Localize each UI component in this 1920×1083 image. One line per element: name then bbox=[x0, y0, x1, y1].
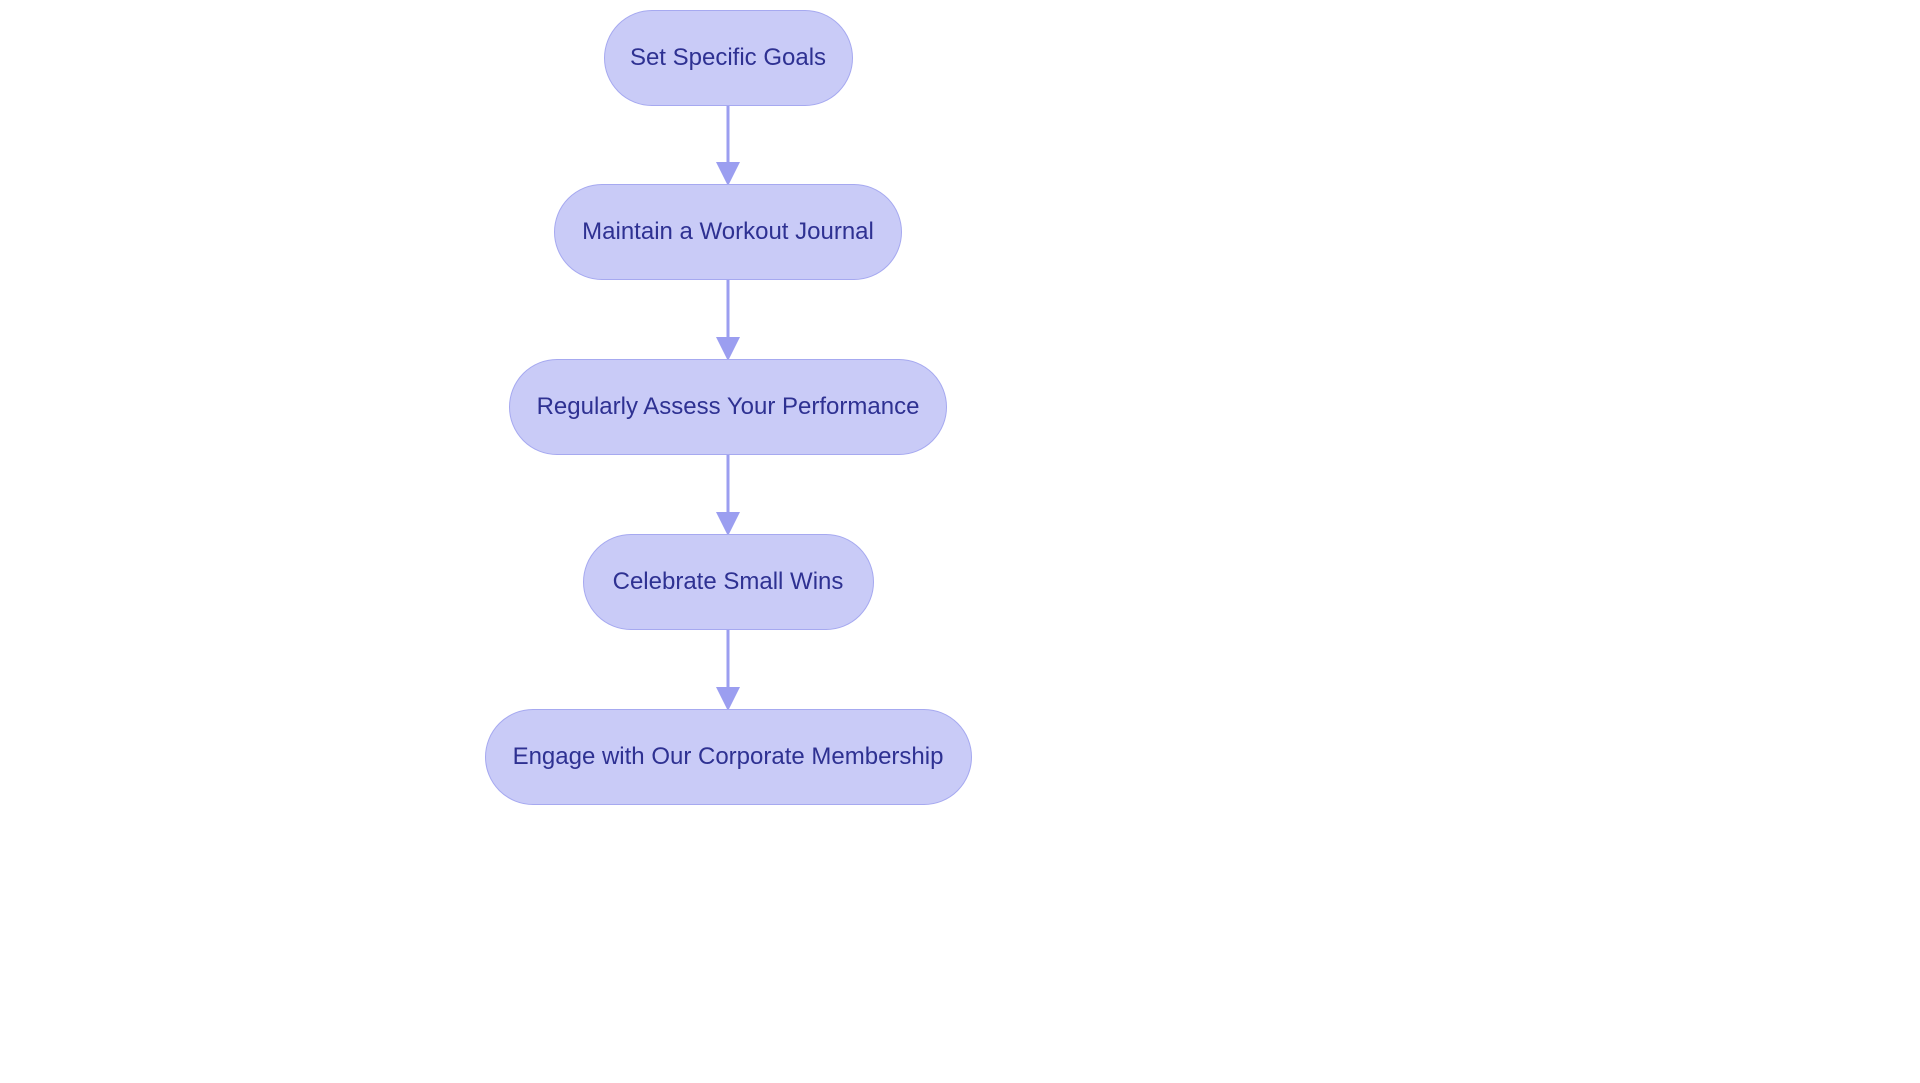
flowchart-node-n2: Maintain a Workout Journal bbox=[554, 184, 902, 280]
flowchart-arrows bbox=[0, 0, 1920, 1083]
flowchart-canvas: Set Specific Goals Maintain a Workout Jou… bbox=[0, 0, 1920, 1083]
flowchart-node-n1: Set Specific Goals bbox=[604, 10, 853, 106]
flowchart-node-label: Set Specific Goals bbox=[630, 44, 826, 72]
flowchart-node-label: Maintain a Workout Journal bbox=[582, 218, 874, 246]
flowchart-node-n5: Engage with Our Corporate Membership bbox=[485, 709, 972, 805]
flowchart-node-n4: Celebrate Small Wins bbox=[583, 534, 874, 630]
flowchart-node-label: Celebrate Small Wins bbox=[613, 568, 844, 596]
flowchart-node-n3: Regularly Assess Your Performance bbox=[509, 359, 947, 455]
flowchart-node-label: Regularly Assess Your Performance bbox=[537, 393, 920, 421]
flowchart-node-label: Engage with Our Corporate Membership bbox=[513, 743, 944, 771]
